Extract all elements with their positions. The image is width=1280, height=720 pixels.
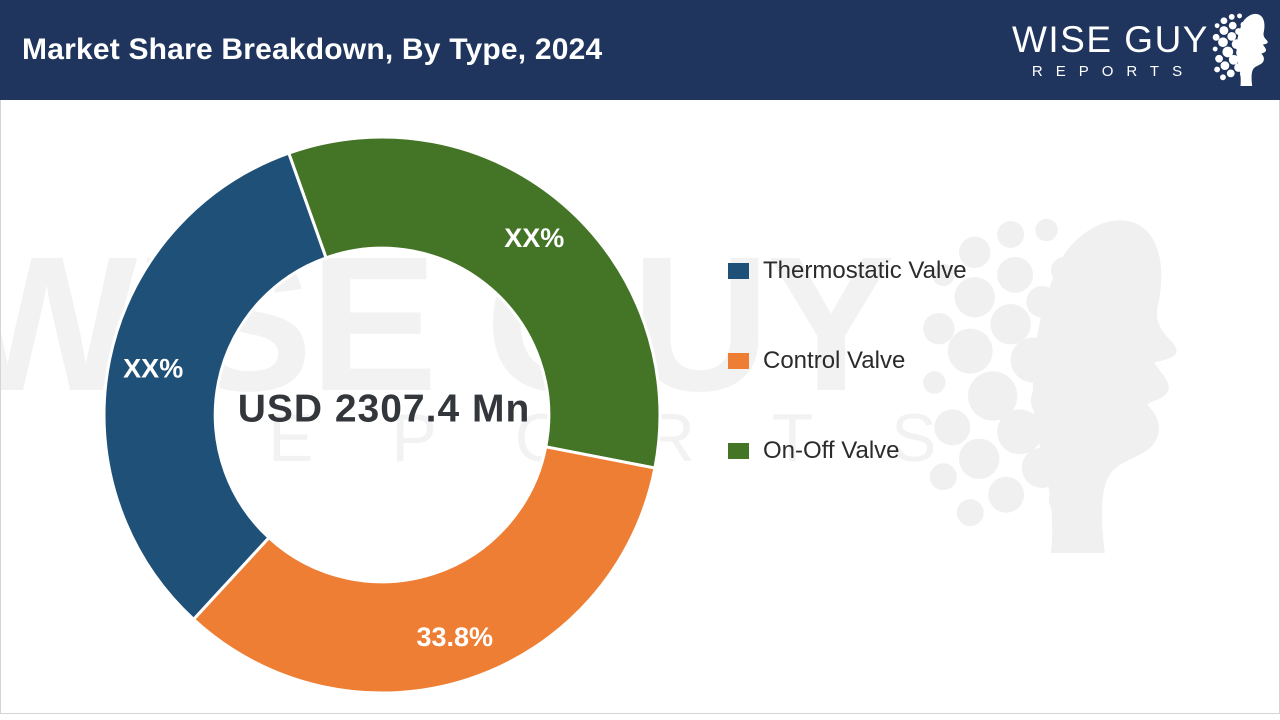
brand-logo: WISE GUY REPORTS [1012,12,1270,88]
brand-logo-text: WISE GUY REPORTS [1012,21,1209,79]
page-title: Market Share Breakdown, By Type, 2024 [22,33,603,66]
face-logo-icon [1212,13,1268,87]
donut-center-value: USD 2307.4 Mn [238,388,531,431]
legend-item-on-off-valve: On-Off Valve [728,437,967,465]
donut-slice-label-on-off-valve: XX% [504,223,564,253]
donut-slice-label-thermostatic-valve: XX% [123,353,183,383]
legend-label: On-Off Valve [763,437,900,464]
brand-reports-text: REPORTS [1031,63,1196,80]
header-bar: Market Share Breakdown, By Type, 2024 WI… [0,0,1280,100]
legend-swatch [728,353,749,369]
legend-swatch [728,263,749,279]
donut-chart: XX% 33.8% XX% USD 2307.4 Mn [102,135,662,695]
legend-label: Control Valve [763,347,906,374]
legend-label: Thermostatic Valve [763,257,967,284]
donut-slice-on-off-valve [286,135,662,470]
legend-item-control-valve: Control Valve [728,347,967,375]
chart-area: WISE GUY REPORTS XX%33.8%XX%USD 2307.4 M… [0,100,1280,714]
chart-legend: Thermostatic Valve Control Valve On-Off Va… [728,257,967,527]
donut-slice-thermostatic-valve [102,151,328,622]
brand-name-text: WISE GUY [1011,19,1209,60]
donut-slice-control-valve [191,445,657,695]
legend-item-thermostatic-valve: Thermostatic Valve [728,257,967,285]
legend-swatch [728,443,749,459]
donut-slice-label-control-valve: 33.8% [417,622,494,652]
